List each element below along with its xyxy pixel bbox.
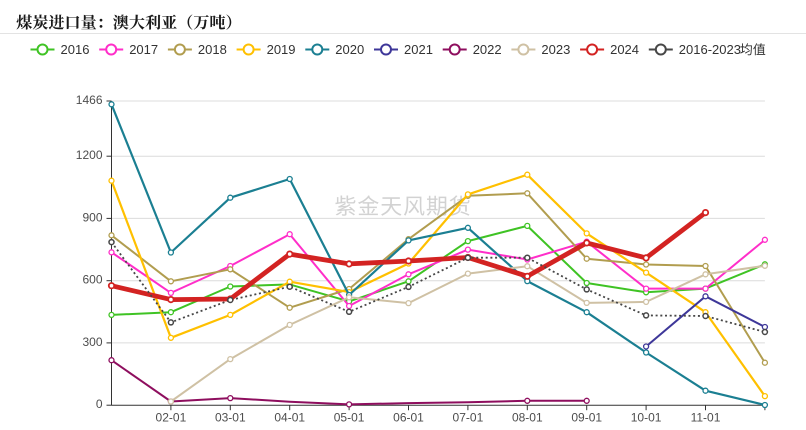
svg-text:04-01: 04-01 (274, 411, 305, 425)
svg-text:2016: 2016 (61, 42, 90, 57)
svg-text:06-01: 06-01 (393, 411, 424, 425)
svg-text:10-01: 10-01 (631, 411, 662, 425)
svg-text:2022: 2022 (473, 42, 502, 57)
svg-text:2023: 2023 (541, 42, 570, 57)
svg-text:2016-2023: 2016-2023 (679, 42, 741, 57)
svg-text:07-01: 07-01 (453, 411, 484, 425)
svg-text:2017: 2017 (129, 42, 158, 57)
svg-text:02-01: 02-01 (156, 411, 187, 425)
svg-text:11-01: 11-01 (691, 411, 721, 425)
svg-text:2019: 2019 (267, 42, 296, 57)
svg-text:1200: 1200 (76, 148, 103, 162)
svg-text:600: 600 (82, 273, 102, 287)
svg-text:300: 300 (82, 335, 102, 349)
svg-text:2018: 2018 (198, 42, 227, 57)
svg-text:0: 0 (96, 397, 103, 411)
svg-text:08-01: 08-01 (512, 411, 543, 425)
svg-text:1466: 1466 (76, 93, 103, 107)
svg-text:2020: 2020 (335, 42, 364, 57)
svg-text:05-01: 05-01 (334, 411, 365, 425)
svg-text:09-01: 09-01 (571, 411, 602, 425)
svg-text:900: 900 (82, 210, 102, 224)
svg-text:03-01: 03-01 (215, 411, 246, 425)
svg-text:2024: 2024 (610, 42, 639, 57)
svg-text:2021: 2021 (404, 42, 433, 57)
